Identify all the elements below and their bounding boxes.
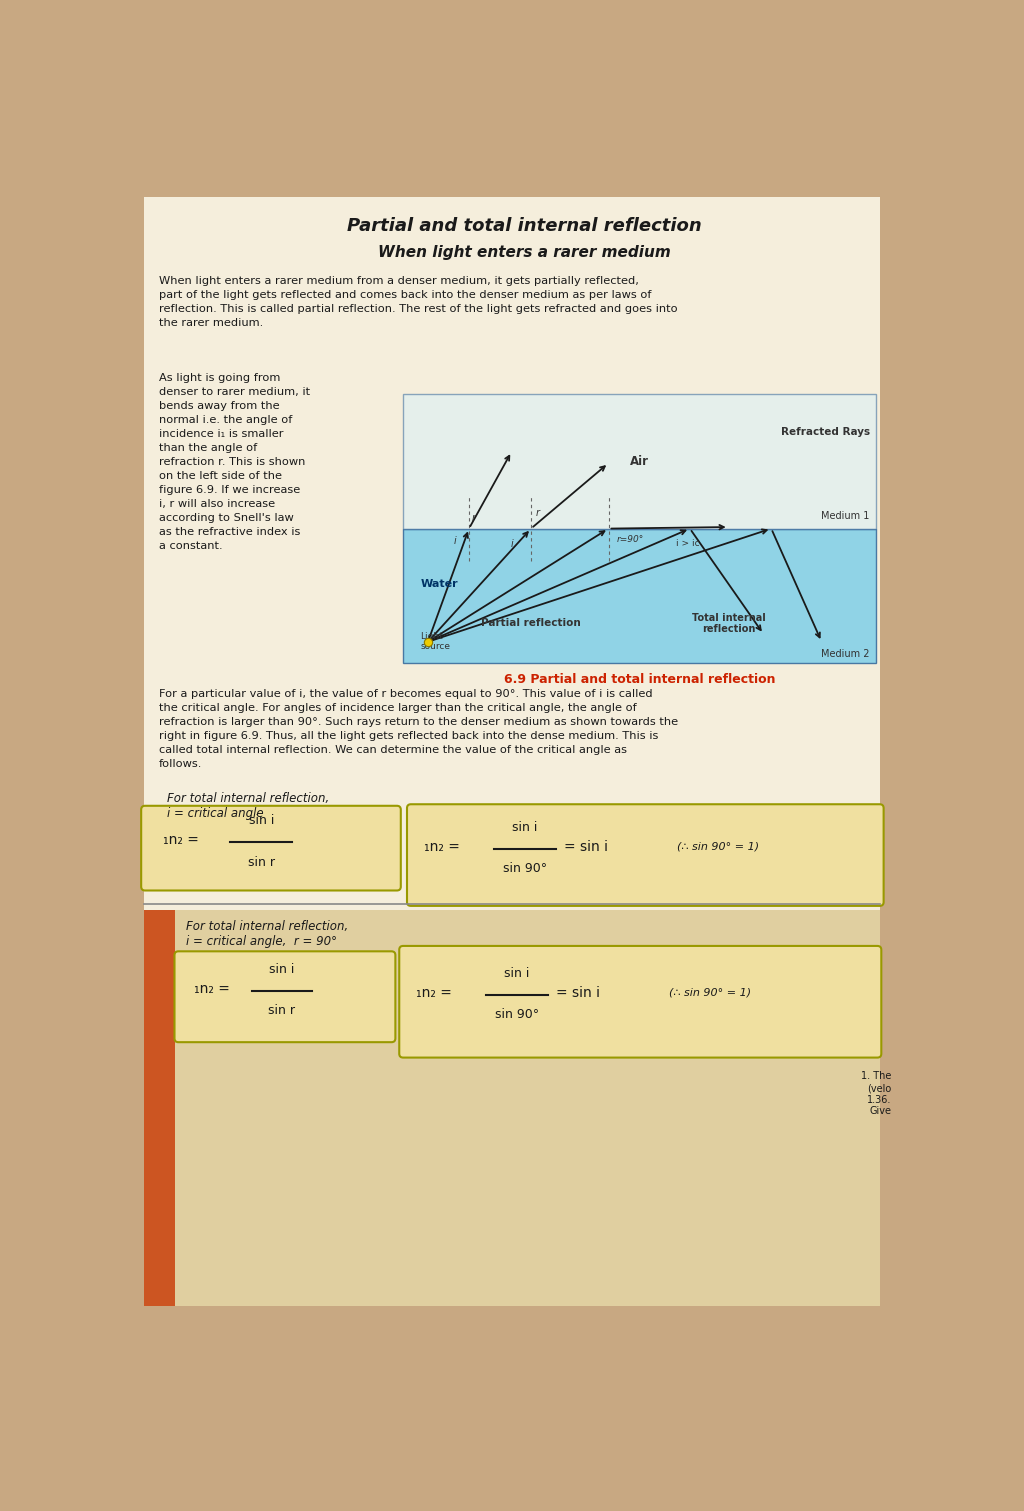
Text: ₁n₂ =: ₁n₂ =	[163, 834, 199, 848]
Text: r: r	[536, 508, 540, 518]
Text: Refracted Rays: Refracted Rays	[780, 426, 869, 437]
FancyBboxPatch shape	[141, 805, 400, 890]
Text: Medium 1: Medium 1	[821, 511, 869, 521]
Text: For total internal reflection,
i = critical angle: For total internal reflection, i = criti…	[167, 792, 329, 820]
Bar	[403, 529, 876, 663]
Text: i: i	[454, 536, 457, 545]
Text: Water: Water	[420, 579, 458, 589]
Text: sin i: sin i	[249, 814, 274, 828]
FancyBboxPatch shape	[399, 946, 882, 1058]
Text: When light enters a rarer medium from a denser medium, it gets partially reflect: When light enters a rarer medium from a …	[159, 277, 678, 328]
Text: ₁n₂ =: ₁n₂ =	[194, 982, 229, 996]
Text: r: r	[472, 512, 476, 523]
Bar	[143, 910, 880, 1307]
Bar	[143, 910, 174, 1307]
Bar	[403, 394, 876, 529]
Text: As light is going from
denser to rarer medium, it
bends away from the
normal i.e: As light is going from denser to rarer m…	[159, 373, 310, 552]
Text: sin r: sin r	[248, 855, 274, 869]
Text: 6.9 Partial and total internal reflection: 6.9 Partial and total internal reflectio…	[504, 672, 775, 686]
Text: sin i: sin i	[268, 963, 294, 976]
Text: Medium 2: Medium 2	[821, 648, 869, 659]
Text: r=90°: r=90°	[616, 535, 643, 544]
Text: i > ic: i > ic	[676, 538, 699, 547]
Text: For a particular value of i, the value of r becomes equal to 90°. This value of : For a particular value of i, the value o…	[159, 689, 678, 769]
Text: Total internal
reflection: Total internal reflection	[692, 612, 766, 635]
Text: sin r: sin r	[268, 1005, 295, 1017]
Text: For total internal reflection,
i = critical angle,  r = 90°: For total internal reflection, i = criti…	[186, 920, 348, 947]
Text: sin i: sin i	[505, 967, 529, 979]
Text: ₁n₂ =: ₁n₂ =	[424, 840, 460, 854]
Text: = sin i: = sin i	[563, 840, 607, 854]
Text: When light enters a rarer medium: When light enters a rarer medium	[379, 245, 671, 260]
Text: Partial and total internal reflection: Partial and total internal reflection	[347, 216, 702, 234]
Text: Light
source: Light source	[420, 632, 451, 651]
Text: = sin i: = sin i	[556, 985, 600, 1000]
Text: sin 90°: sin 90°	[495, 1008, 539, 1021]
Text: (∴ sin 90° = 1): (∴ sin 90° = 1)	[669, 988, 751, 997]
FancyBboxPatch shape	[174, 952, 395, 1043]
Text: ₁n₂ =: ₁n₂ =	[417, 985, 453, 1000]
Text: Partial reflection: Partial reflection	[481, 618, 581, 629]
Text: (∴ sin 90° = 1): (∴ sin 90° = 1)	[677, 842, 759, 852]
Text: sin i: sin i	[512, 820, 538, 834]
Text: i: i	[511, 539, 514, 548]
Text: 1. The
(velo
1.36.
Give: 1. The (velo 1.36. Give	[861, 1071, 891, 1117]
Text: Air: Air	[630, 455, 649, 468]
FancyBboxPatch shape	[407, 804, 884, 907]
Text: sin 90°: sin 90°	[503, 861, 547, 875]
